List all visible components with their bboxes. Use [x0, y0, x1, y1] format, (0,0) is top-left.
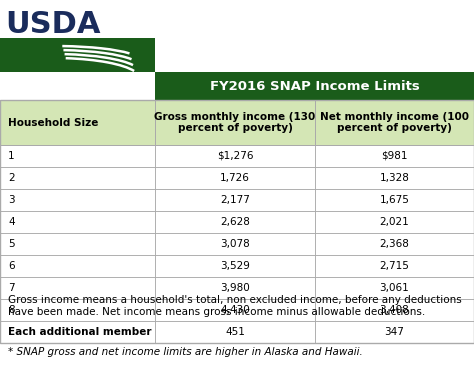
Bar	[315, 255, 474, 277]
Text: $1,276: $1,276	[217, 151, 253, 161]
Bar	[315, 299, 474, 321]
Text: 451: 451	[225, 327, 245, 337]
Text: 8: 8	[8, 305, 15, 315]
Text: Each additional member: Each additional member	[8, 327, 152, 337]
Bar	[155, 100, 315, 145]
Bar	[0, 189, 155, 211]
Bar	[0, 277, 155, 299]
Bar	[0, 167, 155, 189]
Bar	[155, 255, 315, 277]
Text: 2,715: 2,715	[380, 261, 410, 271]
Text: 3,408: 3,408	[380, 305, 410, 315]
Text: 347: 347	[384, 327, 404, 337]
Text: USDA: USDA	[5, 10, 100, 39]
Bar	[0, 211, 155, 233]
Text: 5: 5	[8, 239, 15, 249]
Bar	[0, 233, 155, 255]
Bar	[155, 189, 315, 211]
Text: 1,675: 1,675	[380, 195, 410, 205]
Text: 6: 6	[8, 261, 15, 271]
Bar	[0, 189, 155, 211]
Bar	[0, 299, 155, 321]
Bar	[155, 321, 315, 343]
Text: 2,021: 2,021	[380, 217, 410, 227]
Bar	[315, 233, 474, 255]
Bar	[0, 100, 474, 343]
Text: 7: 7	[8, 283, 15, 293]
Text: 3,529: 3,529	[220, 261, 250, 271]
Bar	[155, 167, 315, 189]
Text: 2,368: 2,368	[380, 239, 410, 249]
Text: 3,980: 3,980	[220, 283, 250, 293]
Bar	[155, 211, 315, 233]
Bar	[0, 321, 155, 343]
Bar	[155, 255, 315, 277]
Bar	[315, 189, 474, 211]
Text: 1,726: 1,726	[220, 173, 250, 183]
Text: Gross monthly income (130
percent of poverty): Gross monthly income (130 percent of pov…	[155, 112, 316, 133]
Text: Gross income means a household's total, non excluded income, before any deductio: Gross income means a household's total, …	[8, 295, 462, 317]
Bar	[155, 167, 315, 189]
Bar	[155, 145, 315, 167]
Bar	[0, 277, 155, 299]
Text: 4: 4	[8, 217, 15, 227]
Bar	[155, 189, 315, 211]
Bar	[155, 299, 315, 321]
Bar	[0, 167, 155, 189]
Text: Household Size: Household Size	[8, 118, 99, 128]
Bar	[155, 277, 315, 299]
Text: 1,328: 1,328	[380, 173, 410, 183]
Bar	[155, 299, 315, 321]
Bar	[315, 145, 474, 167]
Bar	[155, 211, 315, 233]
Bar	[155, 321, 315, 343]
Bar	[0, 233, 155, 255]
Bar	[315, 277, 474, 299]
Bar	[0, 321, 155, 343]
Text: 4,430: 4,430	[220, 305, 250, 315]
Bar	[155, 100, 315, 145]
Bar	[315, 145, 474, 167]
Text: 3: 3	[8, 195, 15, 205]
Text: 3,061: 3,061	[380, 283, 410, 293]
Bar	[0, 100, 155, 145]
Text: FY2016 SNAP Income Limits: FY2016 SNAP Income Limits	[210, 79, 419, 92]
Bar	[155, 233, 315, 255]
Bar	[315, 211, 474, 233]
Bar	[0, 211, 155, 233]
Text: 1: 1	[8, 151, 15, 161]
Bar	[315, 321, 474, 343]
Bar	[155, 233, 315, 255]
Bar	[315, 299, 474, 321]
Bar	[315, 277, 474, 299]
Bar	[0, 38, 155, 72]
Text: $981: $981	[381, 151, 408, 161]
Bar	[315, 321, 474, 343]
Text: * SNAP gross and net income limits are higher in Alaska and Hawaii.: * SNAP gross and net income limits are h…	[8, 347, 363, 357]
Bar	[0, 100, 155, 145]
Text: 2,177: 2,177	[220, 195, 250, 205]
Bar	[0, 255, 155, 277]
Bar	[315, 100, 474, 145]
Text: Net monthly income (100
percent of poverty): Net monthly income (100 percent of pover…	[320, 112, 469, 133]
Bar	[315, 255, 474, 277]
Bar	[0, 255, 155, 277]
Bar	[0, 145, 155, 167]
Bar	[315, 167, 474, 189]
Text: 2,628: 2,628	[220, 217, 250, 227]
Bar	[315, 189, 474, 211]
Bar	[155, 277, 315, 299]
Bar	[155, 72, 474, 100]
Bar	[315, 100, 474, 145]
Bar	[0, 0, 155, 72]
Bar	[315, 211, 474, 233]
Bar	[315, 167, 474, 189]
Bar	[0, 145, 155, 167]
Text: 2: 2	[8, 173, 15, 183]
Bar	[315, 233, 474, 255]
Text: 3,078: 3,078	[220, 239, 250, 249]
Bar	[0, 299, 155, 321]
Bar	[155, 145, 315, 167]
